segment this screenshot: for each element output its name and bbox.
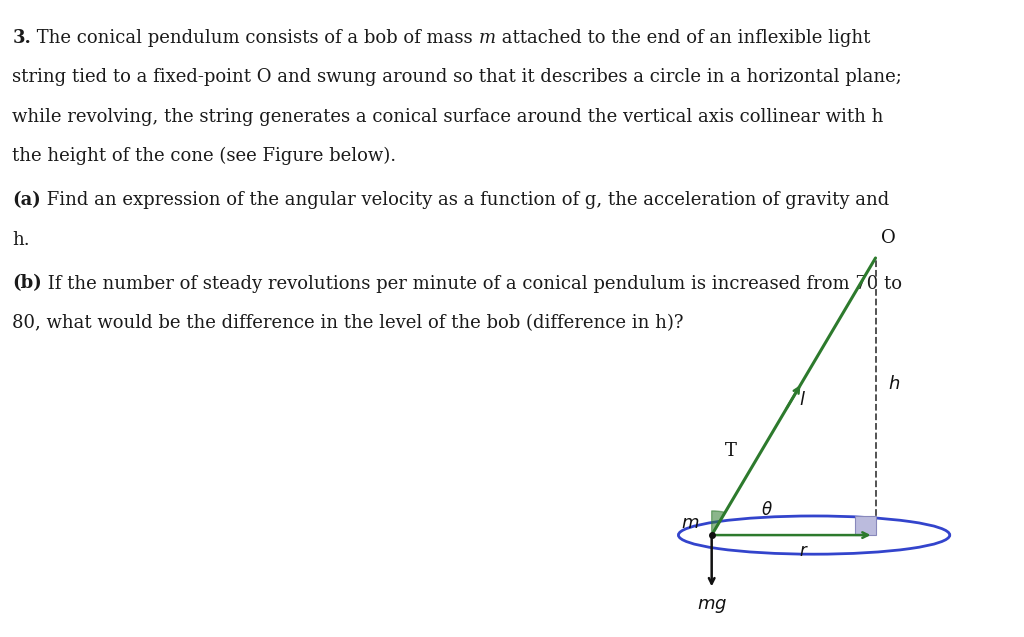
Text: 80, what would be the difference in the level of the bob (difference in h)?: 80, what would be the difference in the … [12, 314, 684, 332]
Text: string tied to a fixed-point O and swung around so that it describes a circle in: string tied to a fixed-point O and swung… [12, 68, 902, 86]
Text: (b): (b) [12, 275, 42, 292]
Text: $l$: $l$ [799, 390, 806, 409]
Bar [855, 516, 876, 535]
Text: $m$: $m$ [681, 514, 699, 532]
Text: Find an expression of the angular velocity as a function of g, the acceleration : Find an expression of the angular veloci… [41, 191, 889, 209]
Text: while revolving, the string generates a conical surface around the vertical axis: while revolving, the string generates a … [12, 108, 884, 125]
Text: T: T [725, 442, 736, 460]
Text: O: O [881, 229, 895, 247]
Text: (a): (a) [12, 191, 41, 209]
Text: the height of the cone (see Figure below).: the height of the cone (see Figure below… [12, 147, 396, 166]
Text: $mg$: $mg$ [696, 597, 727, 615]
Text: The conical pendulum consists of a bob of mass: The conical pendulum consists of a bob o… [31, 29, 478, 47]
Text: 3.: 3. [12, 29, 31, 47]
Text: attached to the end of an inflexible light: attached to the end of an inflexible lig… [496, 29, 870, 47]
Text: $r$: $r$ [799, 543, 809, 560]
Text: h.: h. [12, 231, 30, 248]
Text: $\theta$: $\theta$ [761, 501, 773, 519]
Text: If the number of steady revolutions per minute of a conical pendulum is increase: If the number of steady revolutions per … [42, 275, 902, 292]
Text: m: m [478, 29, 496, 47]
Text: $h$: $h$ [888, 375, 900, 393]
Wedge shape [712, 511, 725, 535]
